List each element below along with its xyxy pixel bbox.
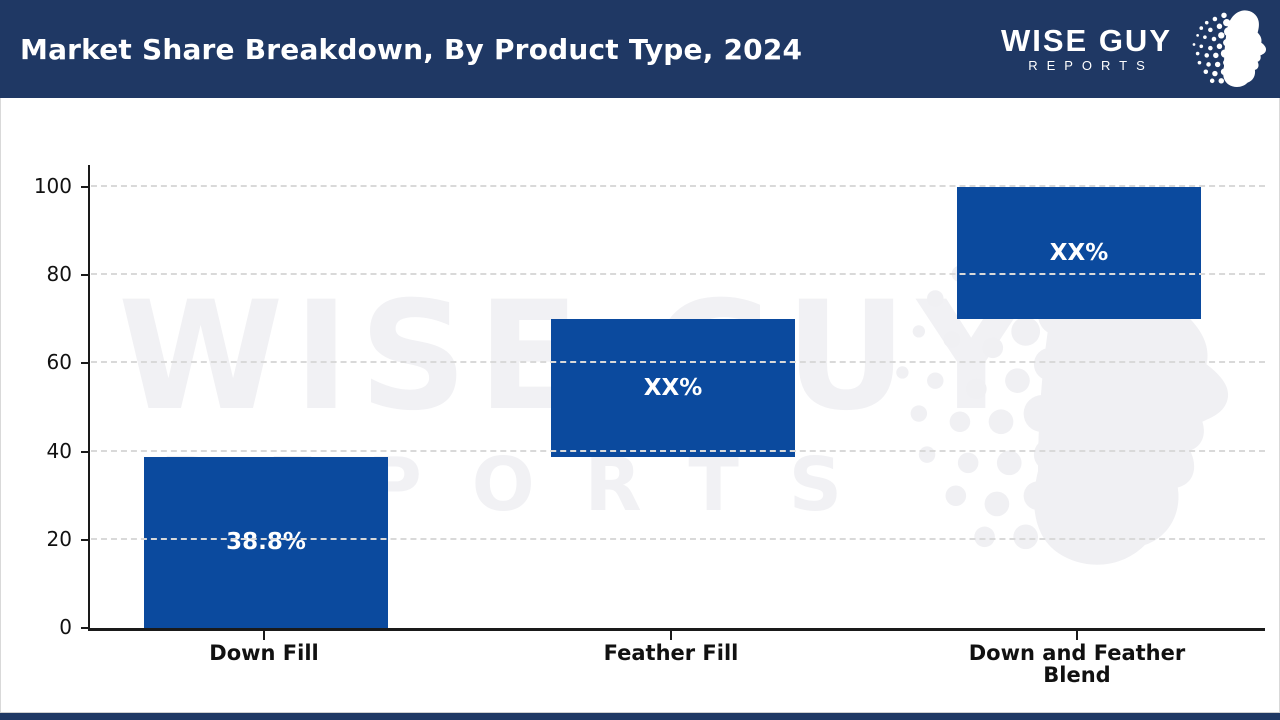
gridline-80 [91,273,1265,276]
plot-area: 38.8% XX% XX% [88,165,1265,631]
gridline-100 [91,185,1265,187]
x-tick-label: Down Fill [209,641,319,665]
bar-value-label: XX% [1049,240,1109,267]
page-left-border [0,98,1,720]
y-tick-mark [81,538,88,541]
bar-3: XX% [957,187,1201,320]
logo-text: WISE GUY REPORTS [1000,22,1172,74]
y-tick-mark [81,450,88,453]
y-tick-mark [81,274,88,277]
bar-2: XX% [551,319,795,457]
y-tick-mark [81,627,88,629]
y-tick-label: 100 [33,174,72,198]
y-tick-label: 0 [59,615,72,639]
y-tick-mark [81,362,88,365]
header-bar: Market Share Breakdown, By Product Type,… [0,0,1280,98]
y-axis: 0 20 40 60 80 100 [0,165,88,639]
logo-subtitle: REPORTS [1028,57,1154,73]
gridline-40 [91,449,1265,452]
bar-value-label: 38.8% [226,529,306,556]
y-tick-label: 40 [46,438,72,463]
footer-bar [0,712,1280,720]
gridline-20 [91,537,1265,540]
y-tick-mark [81,186,88,188]
x-axis: Down Fill Feather Fill Down and Feather Bl… [88,631,1263,711]
x-tick-mark [263,631,265,640]
y-tick-label: 60 [46,350,72,375]
x-tick-label: Down and Feather Blend [968,641,1186,687]
logo-wordmark: WISE GUY [1000,22,1172,58]
wiseguy-logo: WISE GUY REPORTS [1001,7,1280,91]
y-tick-label: 20 [46,526,72,551]
x-tick-mark [1076,631,1078,640]
x-tick-mark [670,631,672,640]
gridline-60 [91,361,1265,364]
bar-1: 38.8% [144,456,388,628]
y-tick-label: 80 [46,262,72,287]
x-tick-label: Feather Fill [603,641,739,665]
page-title: Market Share Breakdown, By Product Type,… [20,32,803,66]
bar-value-label: XX% [643,375,703,402]
wiseguy-face-icon [1192,10,1267,87]
